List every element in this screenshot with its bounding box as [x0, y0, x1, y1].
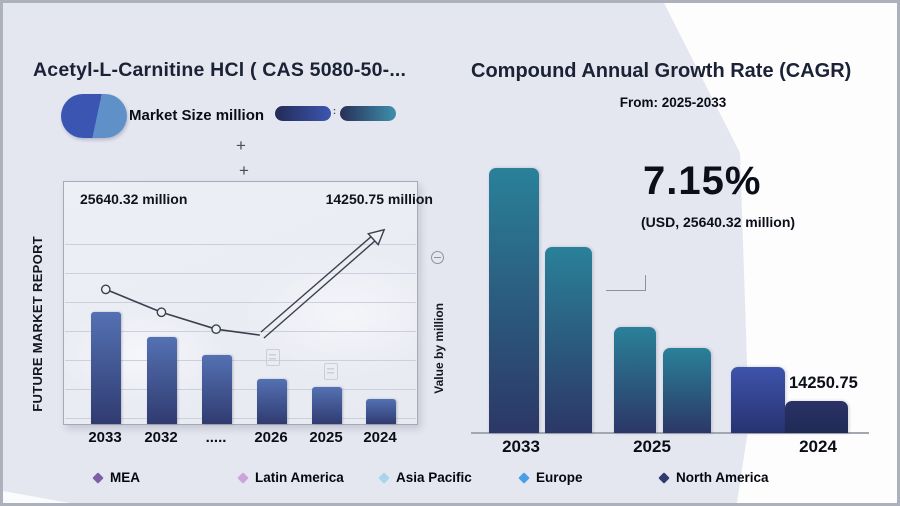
cagr-x-label-2025: 2025 [633, 437, 671, 456]
cagr-base-value: (USD, 25640.32 million) [641, 214, 796, 230]
gridlines [65, 216, 416, 424]
legend-label: Asia Pacific [396, 470, 472, 485]
market-size-label: Market Size million [129, 107, 265, 124]
legend-item-latin-america: Latin America [237, 470, 344, 485]
plus-mark-icon: + [236, 136, 246, 155]
cagr-range-subtitle: From: 2025-2033 [619, 95, 727, 110]
market-bar-2033 [91, 312, 121, 424]
x-label-2024: 2024 [363, 429, 397, 446]
market-bar-2024 [366, 399, 396, 424]
legend-item-mea: MEA [92, 470, 140, 485]
clipboard-icon [266, 349, 280, 366]
cagr-x-label-2024: 2024 [799, 437, 837, 456]
legend-label: MEA [110, 470, 140, 485]
legend-label: Europe [536, 470, 583, 485]
x-label-2033: 2033 [88, 429, 122, 446]
diamond-icon [237, 471, 249, 484]
market-bar-..... [202, 355, 232, 424]
x-label-2026: 2026 [254, 429, 288, 446]
axis-baseline [471, 432, 869, 434]
ratio-pill-dark-icon [275, 106, 331, 121]
diamond-icon [518, 471, 530, 484]
market-bar-2025 [312, 387, 342, 424]
diamond-icon [378, 471, 390, 484]
corner-bracket [606, 275, 646, 291]
minus-circle-icon [431, 251, 444, 264]
cagr-x-label-2033: 2033 [502, 437, 540, 456]
cagr-bar-2025-primary [614, 327, 656, 433]
diamond-icon [92, 471, 104, 484]
legend-label: North America [676, 470, 769, 485]
cagr-bar-2024-secondary [785, 401, 848, 433]
legend-item-asia-pacific: Asia Pacific [378, 470, 472, 485]
cagr-value: 7.15% [643, 159, 762, 203]
trend-line-arrow [100, 228, 386, 339]
diamond-icon [658, 471, 670, 484]
legend-item-europe: Europe [518, 470, 583, 485]
ratio-separator: : [333, 106, 336, 116]
annotation-start-value: 25640.32 million [80, 191, 188, 207]
cagr-bar-2033-secondary [545, 247, 592, 433]
market-bar-2032 [147, 337, 177, 424]
cagr-bar-2024-primary [731, 367, 785, 433]
cagr-title: Compound Annual Growth Rate (CAGR) [471, 60, 852, 82]
legend-item-north-america: North America [658, 470, 769, 485]
ratio-pill-teal-icon [340, 106, 396, 121]
x-label-.....: ..... [205, 429, 227, 446]
cagr-bar-2033-primary [489, 168, 539, 433]
value-axis-label: Value by million [432, 303, 446, 394]
annotation-end-value: 14250.75 million [325, 191, 433, 207]
plus-mark-icon: + [239, 161, 249, 180]
market-size-chart: 25640.32 million 14250.75 million [63, 181, 433, 425]
x-label-2032: 2032 [144, 429, 178, 446]
market-bar-2026 [257, 379, 287, 424]
page-title-left: Acetyl-L-Carnitine HCl ( CAS 5080-50-... [33, 59, 407, 81]
capsule-icon [61, 94, 127, 138]
legend-label: Latin America [255, 470, 344, 485]
x-label-2025: 2025 [309, 429, 343, 446]
future-market-report-watermark: FUTURE MARKET REPORT [30, 236, 45, 412]
clipboard-icon [324, 363, 338, 380]
market-size-bars [64, 182, 417, 424]
cagr-bar-2025-secondary [663, 348, 711, 433]
end-value-label: 14250.75 [789, 374, 858, 392]
